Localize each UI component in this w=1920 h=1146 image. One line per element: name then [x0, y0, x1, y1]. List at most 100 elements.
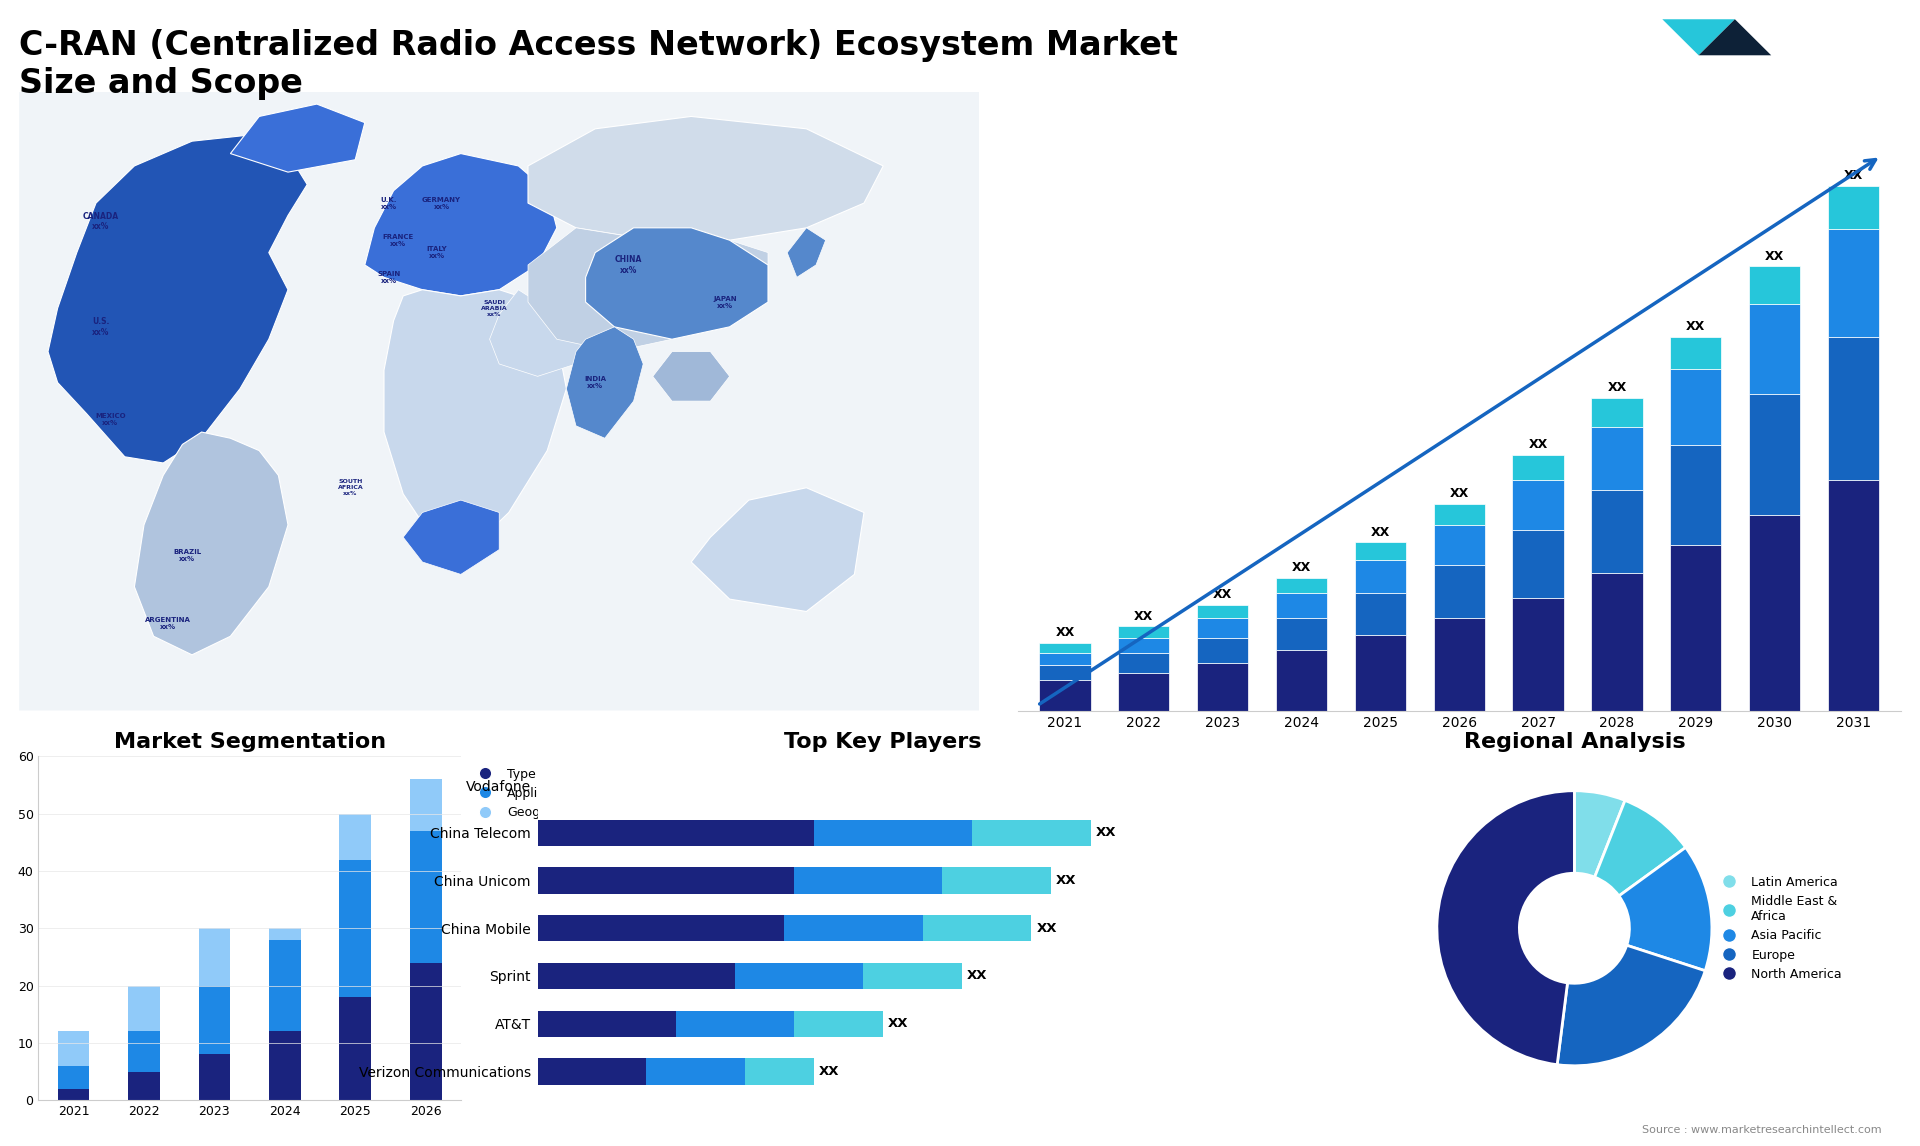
Bar [1749, 515, 1801, 711]
Bar [795, 868, 943, 894]
Bar [864, 963, 962, 989]
Polygon shape [384, 290, 566, 550]
Bar [129, 1031, 159, 1072]
Text: JAPAN
xx%: JAPAN xx% [712, 296, 737, 308]
Bar [1277, 578, 1327, 592]
Bar [1039, 681, 1091, 711]
Bar [198, 986, 230, 1054]
Bar [735, 963, 864, 989]
Bar [409, 963, 442, 1100]
Wedge shape [1436, 791, 1574, 1065]
Bar [1434, 618, 1484, 711]
Bar [1434, 503, 1484, 525]
Bar [538, 868, 795, 894]
Polygon shape [134, 432, 288, 654]
Text: CANADA
xx%: CANADA xx% [83, 212, 119, 231]
Bar [538, 1058, 647, 1084]
Legend: Latin America, Middle East &
Africa, Asia Pacific, Europe, North America: Latin America, Middle East & Africa, Asi… [1711, 871, 1847, 986]
Title: Market Segmentation: Market Segmentation [113, 732, 386, 752]
Text: XX: XX [1056, 874, 1077, 887]
Bar [538, 819, 814, 846]
Bar [538, 916, 785, 941]
Bar [409, 831, 442, 963]
Bar [1592, 573, 1642, 711]
Bar [198, 1054, 230, 1100]
Text: SOUTH
AFRICA
xx%: SOUTH AFRICA xx% [338, 479, 363, 496]
Bar [198, 928, 230, 986]
Text: INDIA
xx%: INDIA xx% [584, 376, 607, 388]
Polygon shape [1663, 19, 1736, 55]
Bar [1039, 653, 1091, 666]
Text: MARKET: MARKET [1803, 33, 1851, 44]
Bar [1277, 618, 1327, 650]
Text: XX: XX [1528, 438, 1548, 450]
Polygon shape [787, 228, 826, 277]
Text: U.K.
xx%: U.K. xx% [380, 197, 397, 210]
Polygon shape [1699, 19, 1770, 55]
Polygon shape [528, 228, 768, 352]
Text: XX: XX [1213, 588, 1233, 602]
Legend: Type, Application, Geography: Type, Application, Geography [467, 762, 582, 824]
Title: Regional Analysis: Regional Analysis [1463, 732, 1686, 752]
Text: XX: XX [889, 1018, 908, 1030]
Bar [538, 963, 735, 989]
Text: XX: XX [1096, 826, 1116, 839]
Bar [340, 860, 371, 997]
Bar [1513, 455, 1563, 480]
Bar [340, 997, 371, 1100]
Text: XX: XX [1056, 626, 1075, 639]
Bar [269, 940, 301, 1031]
Bar [1749, 266, 1801, 304]
Bar [1828, 186, 1880, 229]
Bar [1117, 638, 1169, 653]
Bar [1277, 592, 1327, 618]
Bar [538, 1011, 676, 1037]
Bar [1434, 565, 1484, 618]
Text: CHINA
xx%: CHINA xx% [614, 256, 643, 275]
Text: XX: XX [1371, 526, 1390, 539]
Text: GERMANY
xx%: GERMANY xx% [422, 197, 461, 210]
Bar [1117, 627, 1169, 638]
Bar [1513, 529, 1563, 597]
Bar [340, 814, 371, 860]
Text: U.S.
xx%: U.S. xx% [92, 317, 109, 337]
Text: XX: XX [1292, 560, 1311, 574]
Bar [1828, 229, 1880, 337]
Polygon shape [653, 352, 730, 401]
Bar [1749, 304, 1801, 394]
FancyBboxPatch shape [19, 92, 979, 711]
Text: XX: XX [820, 1065, 839, 1078]
Text: ARGENTINA
xx%: ARGENTINA xx% [146, 618, 190, 630]
Text: XX: XX [1450, 487, 1469, 500]
Polygon shape [691, 488, 864, 612]
Polygon shape [403, 500, 499, 574]
Text: XX: XX [1037, 921, 1056, 935]
Text: MEXICO
xx%: MEXICO xx% [96, 414, 125, 426]
Bar [129, 986, 159, 1031]
Bar [1592, 489, 1642, 573]
Wedge shape [1574, 791, 1624, 877]
Bar [1356, 592, 1405, 635]
Bar [1117, 653, 1169, 673]
Bar [1670, 544, 1722, 711]
Polygon shape [365, 154, 557, 296]
Bar [1513, 597, 1563, 711]
Text: INTELLECT: INTELLECT [1803, 83, 1864, 93]
Bar [1039, 666, 1091, 681]
Text: XX: XX [1686, 320, 1705, 332]
Polygon shape [490, 290, 595, 376]
Bar [58, 1066, 90, 1089]
Bar [676, 1011, 795, 1037]
Bar [924, 916, 1031, 941]
Bar [1039, 643, 1091, 653]
Text: SPAIN
xx%: SPAIN xx% [376, 270, 401, 284]
Text: XX: XX [1843, 170, 1862, 182]
Bar [1513, 480, 1563, 529]
Bar [647, 1058, 745, 1084]
Bar [1828, 337, 1880, 480]
Text: XX: XX [1607, 382, 1626, 394]
Bar [1117, 673, 1169, 711]
Bar [972, 819, 1091, 846]
Bar [1277, 650, 1327, 711]
Bar [1356, 542, 1405, 560]
